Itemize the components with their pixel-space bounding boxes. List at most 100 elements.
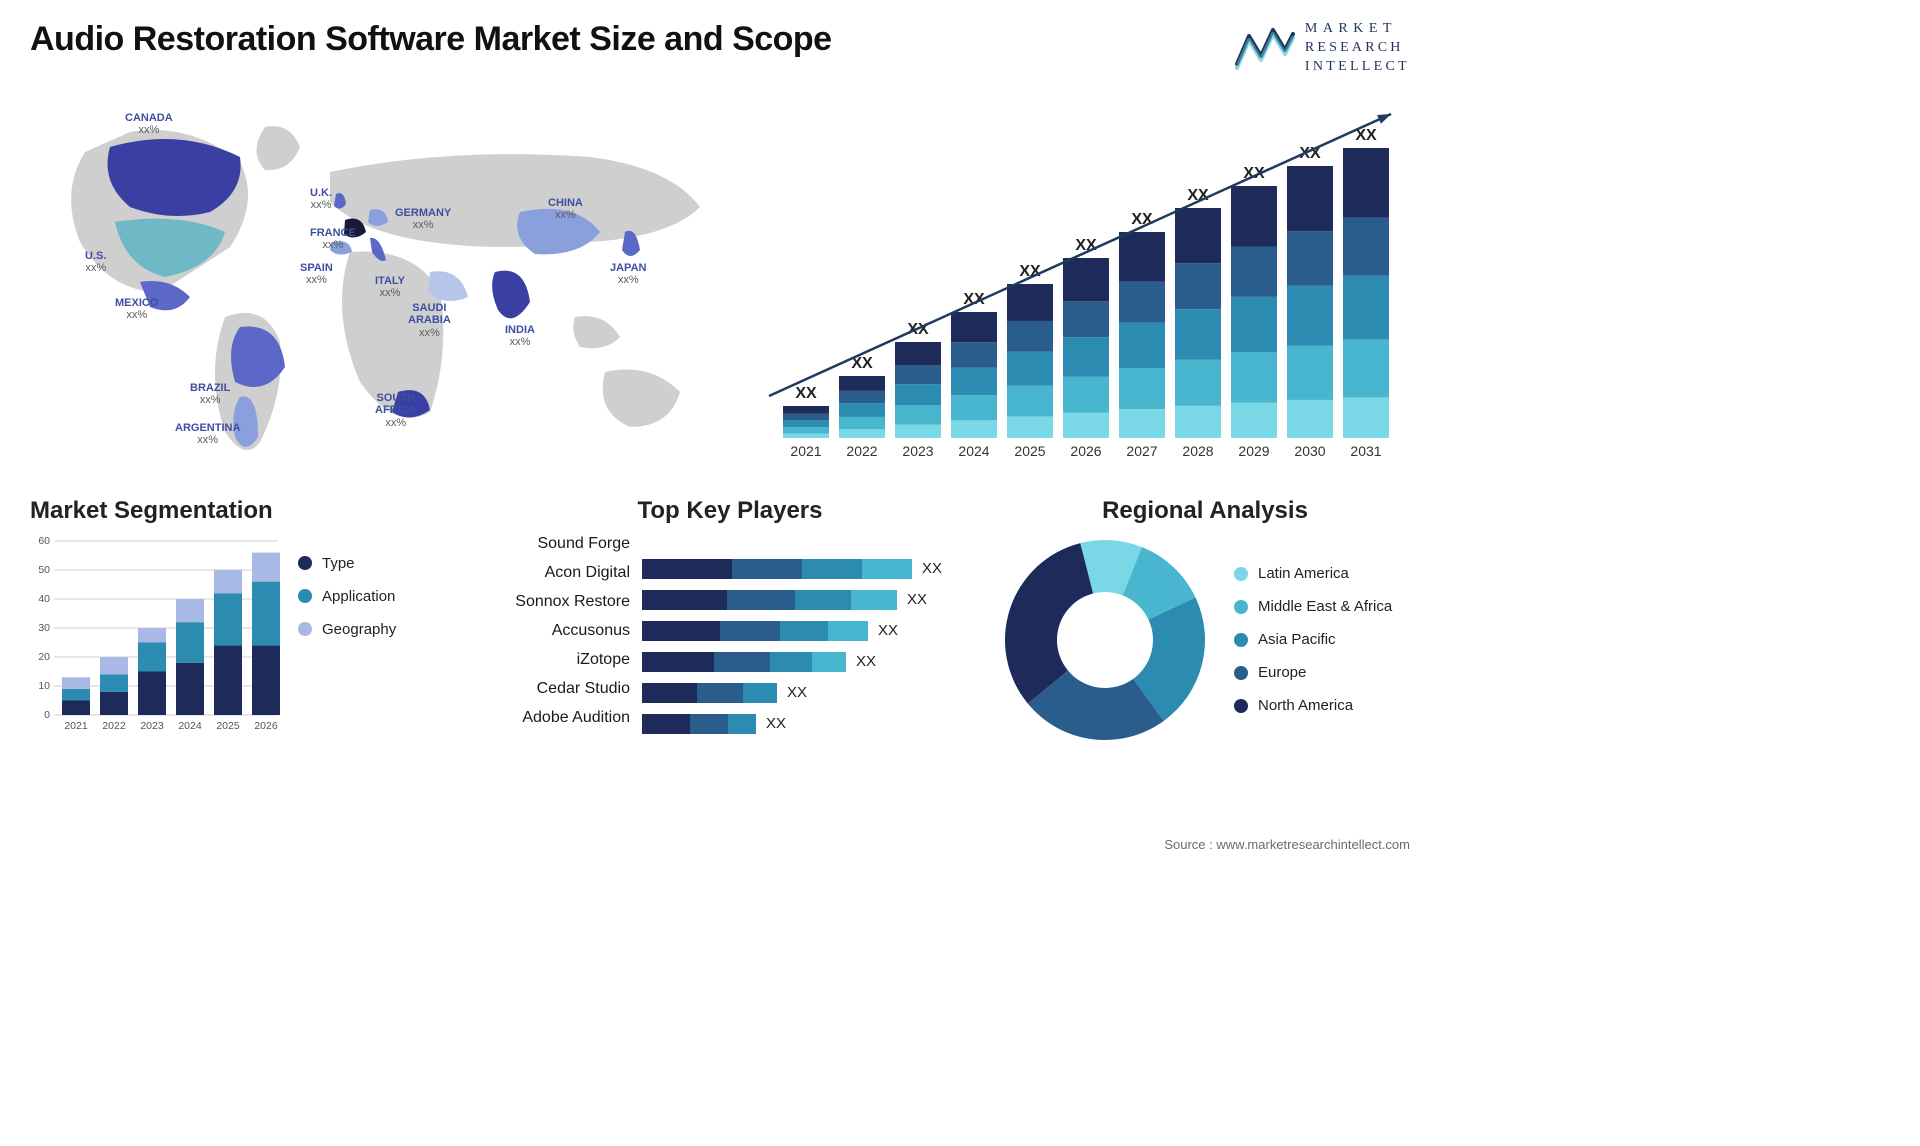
regional-title: Regional Analysis: [1000, 497, 1410, 525]
key-player-row: XX: [642, 621, 970, 641]
svg-text:2021: 2021: [64, 720, 88, 732]
legend-item: Latin America: [1234, 565, 1392, 582]
key-players-title: Top Key Players: [490, 497, 970, 525]
legend-label: Middle East & Africa: [1258, 598, 1392, 615]
key-player-bar: [642, 621, 868, 641]
bar-segment: [642, 559, 732, 579]
legend-label: Geography: [322, 621, 396, 638]
map-label: GERMANYxx%: [395, 207, 451, 232]
bar-segment: [770, 652, 812, 672]
logo-text-2: RESEARCH: [1305, 39, 1410, 58]
legend-swatch: [1234, 666, 1248, 680]
regional-panel: Regional Analysis Latin America Middle Ea…: [1000, 497, 1410, 745]
key-player-value: XX: [787, 684, 807, 701]
svg-text:50: 50: [38, 564, 50, 576]
key-player-bar: [642, 714, 756, 734]
bar-segment: [690, 714, 728, 734]
legend-item: Application: [298, 588, 396, 605]
bar-segment: [642, 590, 727, 610]
map-label: ARGENTINAxx%: [175, 422, 240, 447]
key-player-name: Sound Forge: [490, 535, 630, 553]
key-player-bar: [642, 590, 897, 610]
key-player-value: XX: [856, 653, 876, 670]
svg-text:60: 60: [38, 535, 50, 547]
bar-segment: [732, 559, 802, 579]
svg-text:2031: 2031: [1350, 443, 1381, 459]
legend-label: Application: [322, 588, 395, 605]
key-player-row: XX: [642, 652, 970, 672]
key-player-row: XX: [642, 714, 970, 734]
bar-segment: [851, 590, 897, 610]
bar-segment: [795, 590, 851, 610]
legend-swatch: [298, 556, 312, 570]
bar-segment: [642, 683, 697, 703]
svg-text:0: 0: [44, 709, 50, 721]
bar-segment: [862, 559, 912, 579]
svg-text:2023: 2023: [902, 443, 933, 459]
map-label: FRANCExx%: [310, 227, 356, 252]
legend-swatch: [1234, 600, 1248, 614]
svg-text:2026: 2026: [1070, 443, 1101, 459]
bar-segment: [642, 714, 690, 734]
map-label: MEXICOxx%: [115, 297, 158, 322]
key-player-value: XX: [766, 715, 786, 732]
growth-chart: XX2021XX2022XX2023XX2024XX2025XX2026XX20…: [760, 92, 1410, 472]
svg-text:2023: 2023: [140, 720, 164, 732]
svg-text:30: 30: [38, 622, 50, 634]
brand-logo: MARKET RESEARCH INTELLECT: [1235, 20, 1410, 77]
svg-text:2029: 2029: [1238, 443, 1269, 459]
bar-segment: [743, 683, 777, 703]
map-label: BRAZILxx%: [190, 382, 230, 407]
legend-item: Middle East & Africa: [1234, 598, 1392, 615]
legend-item: Geography: [298, 621, 396, 638]
svg-text:2025: 2025: [1014, 443, 1045, 459]
bar-segment: [720, 621, 780, 641]
key-player-row: XX: [642, 559, 970, 579]
map-label: U.K.xx%: [310, 187, 332, 212]
map-label: INDIAxx%: [505, 324, 535, 349]
legend-swatch: [298, 622, 312, 636]
map-label: CHINAxx%: [548, 197, 583, 222]
page-title: Audio Restoration Software Market Size a…: [30, 20, 832, 59]
bar-segment: [828, 621, 868, 641]
key-player-name: Cedar Studio: [490, 680, 630, 698]
svg-text:2026: 2026: [254, 720, 278, 732]
key-player-value: XX: [878, 622, 898, 639]
svg-text:2030: 2030: [1294, 443, 1325, 459]
key-players-panel: Top Key Players Sound Forge Acon Digital S…: [490, 497, 970, 745]
key-player-name: Adobe Audition: [490, 709, 630, 727]
key-player-bar: [642, 683, 777, 703]
key-player-name: Acon Digital: [490, 564, 630, 582]
key-player-row: XX: [642, 590, 970, 610]
bar-segment: [642, 652, 714, 672]
svg-text:2025: 2025: [216, 720, 240, 732]
map-label: CANADAxx%: [125, 112, 173, 137]
logo-icon: [1235, 26, 1295, 70]
logo-text-1: MARKET: [1305, 20, 1410, 39]
svg-text:XX: XX: [795, 385, 817, 402]
segmentation-legend: Type Application Geography: [298, 535, 396, 735]
key-player-name: Sonnox Restore: [490, 593, 630, 611]
regional-legend: Latin America Middle East & Africa Asia Pa…: [1234, 565, 1392, 714]
legend-label: Type: [322, 555, 355, 572]
svg-text:2022: 2022: [102, 720, 126, 732]
map-label: SPAINxx%: [300, 262, 333, 287]
key-player-bar: [642, 559, 912, 579]
legend-item: Asia Pacific: [1234, 631, 1392, 648]
key-player-name: iZotope: [490, 651, 630, 669]
svg-text:40: 40: [38, 593, 50, 605]
map-label: U.S.xx%: [85, 250, 106, 275]
bar-segment: [714, 652, 770, 672]
segmentation-panel: Market Segmentation 01020304050602021202…: [30, 497, 460, 745]
bar-segment: [642, 621, 720, 641]
bar-segment: [812, 652, 846, 672]
legend-label: North America: [1258, 697, 1353, 714]
legend-label: Europe: [1258, 664, 1306, 681]
legend-swatch: [1234, 699, 1248, 713]
svg-text:2027: 2027: [1126, 443, 1157, 459]
logo-text-3: INTELLECT: [1305, 58, 1410, 77]
bar-segment: [780, 621, 828, 641]
legend-swatch: [298, 589, 312, 603]
svg-text:2028: 2028: [1182, 443, 1213, 459]
legend-label: Latin America: [1258, 565, 1349, 582]
